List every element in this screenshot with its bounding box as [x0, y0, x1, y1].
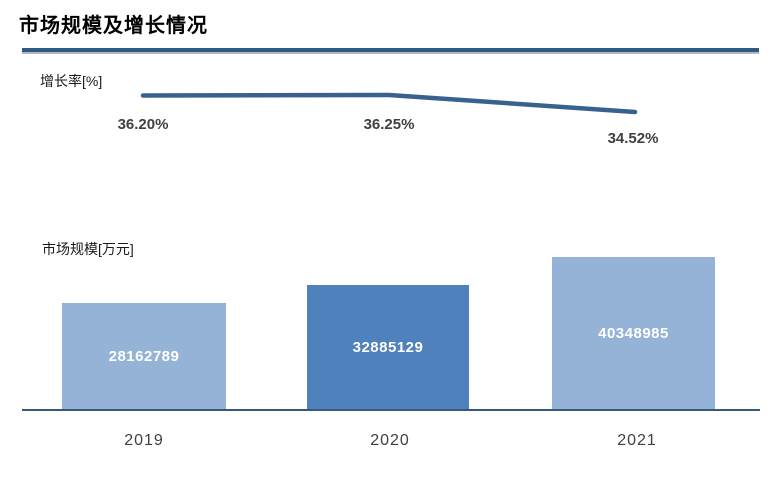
chart-title: 市场规模及增长情况	[19, 15, 208, 37]
year-label-2020: 2020	[370, 432, 410, 449]
growth-point-label-2021: 34.52%	[607, 130, 659, 147]
bar-2020: 32885129	[307, 285, 469, 409]
bar-value-label-2019: 28162789	[108, 347, 180, 365]
year-label-2019: 2019	[124, 432, 164, 449]
market-axis-label: 市场规模[万元]	[42, 241, 134, 257]
bar-value-label-2021: 40348985	[598, 324, 669, 342]
growth-point-label-2019: 36.20%	[117, 116, 169, 133]
title-divider	[22, 48, 759, 54]
year-label-2021: 2021	[617, 432, 657, 449]
growth-line	[140, 92, 638, 115]
growth-point-label-2020: 36.25%	[363, 116, 415, 133]
bar-value-label-2020: 32885129	[352, 338, 424, 356]
bar-2021: 40348985	[552, 257, 715, 409]
x-axis-line	[22, 409, 760, 411]
bar-2019: 28162789	[62, 303, 226, 409]
growth-axis-label: 增长率[%]	[40, 73, 103, 89]
